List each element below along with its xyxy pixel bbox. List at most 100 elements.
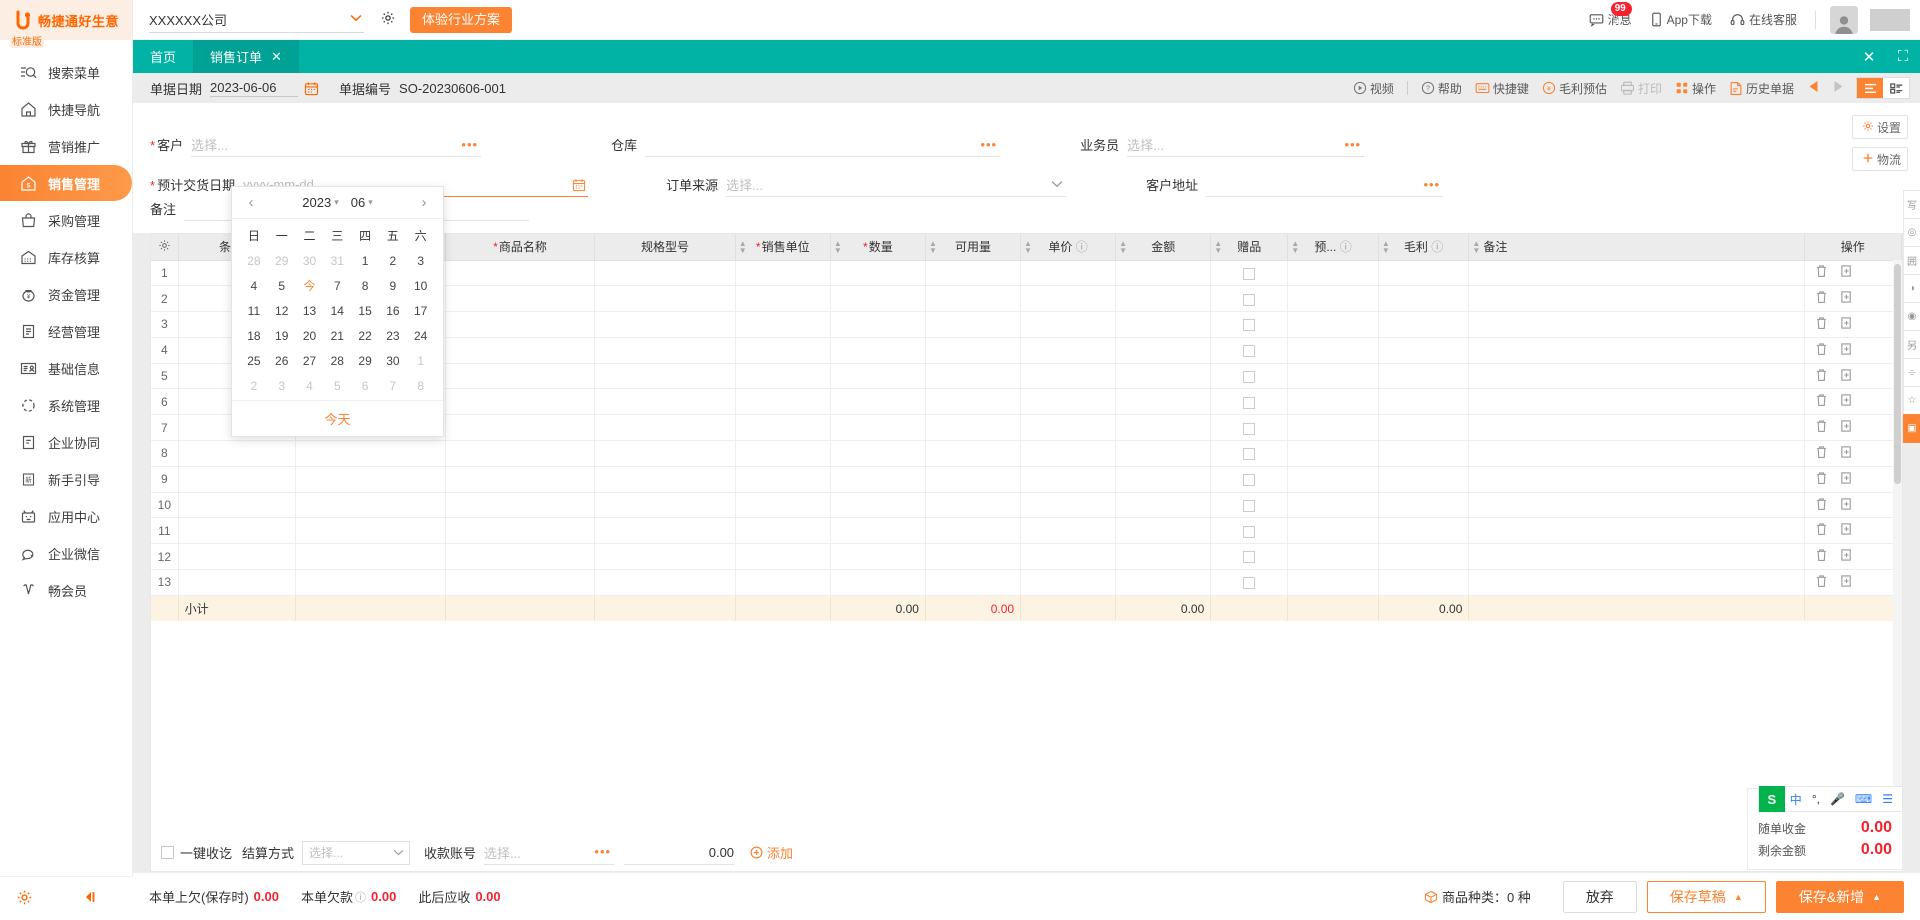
tool-profit-estimate[interactable]: ¥ 毛利预估 [1542, 80, 1607, 97]
cell-note[interactable] [1468, 260, 1805, 287]
cell-note[interactable] [1468, 466, 1805, 493]
cell-avail[interactable] [925, 440, 1022, 467]
sidebar-item-wecom[interactable]: 企业微信 [0, 535, 132, 571]
date-picker-today-button[interactable]: 今天 [232, 400, 443, 436]
sort-icon[interactable]: ▲ ▼ [1214, 238, 1223, 255]
table-row[interactable]: 8 [151, 440, 1902, 467]
cell-pre[interactable] [1287, 569, 1379, 596]
cell-name[interactable] [445, 311, 596, 338]
settle-method-select[interactable]: 选择... [302, 840, 411, 865]
window-controls[interactable] [1870, 8, 1910, 31]
date-cell[interactable]: 30 [302, 253, 317, 268]
row-index[interactable]: 12 [151, 543, 179, 571]
sort-icon[interactable]: ▲ ▼ [1472, 238, 1481, 255]
col-qty[interactable]: ▲ ▼ *数量 [830, 234, 926, 261]
cell-price[interactable] [1020, 517, 1117, 545]
cell-note[interactable] [1468, 311, 1805, 338]
sidebar-item-sales-management[interactable]: S 销售管理 [0, 165, 132, 201]
cell-unit[interactable] [735, 569, 831, 596]
cell-product[interactable] [295, 440, 446, 467]
copy-icon[interactable] [1840, 445, 1853, 459]
row-index[interactable]: 6 [151, 388, 179, 416]
cell-product[interactable] [295, 569, 446, 596]
cell-name[interactable] [445, 466, 596, 493]
cell-spec[interactable] [594, 466, 736, 493]
row-index[interactable]: 1 [151, 260, 179, 287]
sidebar-item-inventory[interactable]: 库存核算 [0, 239, 132, 275]
table-row[interactable]: 3 [151, 311, 1902, 338]
tool-actions[interactable]: 操作 [1675, 80, 1716, 97]
cell-product[interactable] [295, 466, 446, 493]
cell-spec[interactable] [594, 285, 736, 313]
cell-name[interactable] [445, 440, 596, 467]
list-view-icon[interactable] [1857, 78, 1883, 98]
gift-checkbox[interactable] [1243, 551, 1256, 564]
cell-product[interactable] [295, 492, 446, 519]
copy-icon[interactable] [1840, 574, 1853, 588]
date-cell[interactable]: 16 [386, 303, 400, 318]
tab-home[interactable]: 首页 [133, 40, 193, 73]
cell-note[interactable] [1468, 388, 1805, 416]
copy-icon[interactable] [1840, 342, 1853, 356]
cell-qty[interactable] [830, 285, 926, 313]
cell-amount[interactable] [1115, 492, 1212, 519]
tool-video[interactable]: 视频 [1353, 80, 1394, 97]
gift-checkbox[interactable] [1243, 319, 1256, 332]
rail-item-6[interactable]: 另 [1903, 330, 1920, 359]
cell-pre[interactable] [1287, 285, 1379, 313]
close-icon[interactable]: ✕ [271, 48, 282, 64]
cell-barcode[interactable] [178, 569, 297, 596]
date-cell[interactable]: 29 [275, 253, 289, 268]
trash-icon[interactable] [1815, 368, 1828, 382]
date-cell[interactable]: 13 [302, 303, 317, 318]
sort-icon[interactable]: ▲ ▼ [738, 238, 747, 255]
cell-profit[interactable] [1378, 311, 1470, 338]
cell-price[interactable] [1020, 388, 1117, 416]
row-index[interactable]: 10 [151, 492, 179, 519]
table-row[interactable]: 13 [151, 569, 1902, 596]
row-index[interactable]: 7 [151, 414, 179, 442]
ime-logo[interactable]: S [1758, 786, 1785, 812]
row-index[interactable]: 4 [151, 337, 179, 364]
cell-unit[interactable] [735, 363, 831, 390]
gift-checkbox[interactable] [1243, 448, 1256, 461]
customer-address-input[interactable]: ••• [1206, 173, 1444, 197]
cell-qty[interactable] [830, 466, 926, 493]
sidebar-item-basic-info[interactable]: 基础信息 [0, 350, 132, 386]
date-cell[interactable]: 1 [417, 353, 425, 368]
cell-qty[interactable] [830, 337, 926, 364]
date-cell[interactable]: 24 [414, 328, 428, 343]
row-index[interactable]: 11 [151, 517, 179, 545]
gift-checkbox[interactable] [1243, 293, 1256, 306]
rail-item-2[interactable]: ◎ [1903, 218, 1920, 247]
rail-item-5[interactable]: ◉ [1903, 302, 1920, 331]
cell-avail[interactable] [925, 492, 1022, 519]
cell-name[interactable] [445, 414, 596, 442]
date-cell[interactable]: 8 [361, 278, 369, 293]
calendar-icon[interactable] [572, 178, 586, 192]
cell-barcode[interactable] [178, 492, 297, 519]
tool-print[interactable]: 打印 [1620, 80, 1662, 97]
cell-qty[interactable] [830, 388, 926, 416]
cell-profit[interactable] [1378, 517, 1470, 545]
cell-amount[interactable] [1115, 414, 1212, 442]
cell-spec[interactable] [594, 388, 736, 416]
cell-profit[interactable] [1378, 337, 1470, 364]
gift-checkbox-cell[interactable] [1210, 363, 1289, 390]
date-cell[interactable]: 26 [275, 353, 289, 368]
col-price[interactable]: ▲ ▼ 单价 ⓘ [1020, 234, 1117, 261]
keyboard-icon[interactable]: ⌨ [1854, 792, 1873, 806]
date-cell[interactable]: 10 [414, 278, 428, 293]
trash-icon[interactable] [1815, 497, 1828, 511]
row-index[interactable]: 2 [151, 285, 179, 313]
cell-spec[interactable] [594, 311, 736, 338]
sidebar-item-collaboration[interactable]: 企业协同 [0, 424, 132, 460]
copy-icon[interactable] [1840, 316, 1853, 330]
cell-spec[interactable] [594, 543, 736, 571]
trash-icon[interactable] [1815, 316, 1828, 330]
industry-solution-button[interactable]: 体验行业方案 [410, 6, 513, 33]
cell-profit[interactable] [1378, 569, 1470, 596]
date-cell[interactable]: 7 [333, 278, 341, 293]
cell-profit[interactable] [1378, 492, 1470, 519]
table-row[interactable]: 10 [151, 492, 1902, 519]
